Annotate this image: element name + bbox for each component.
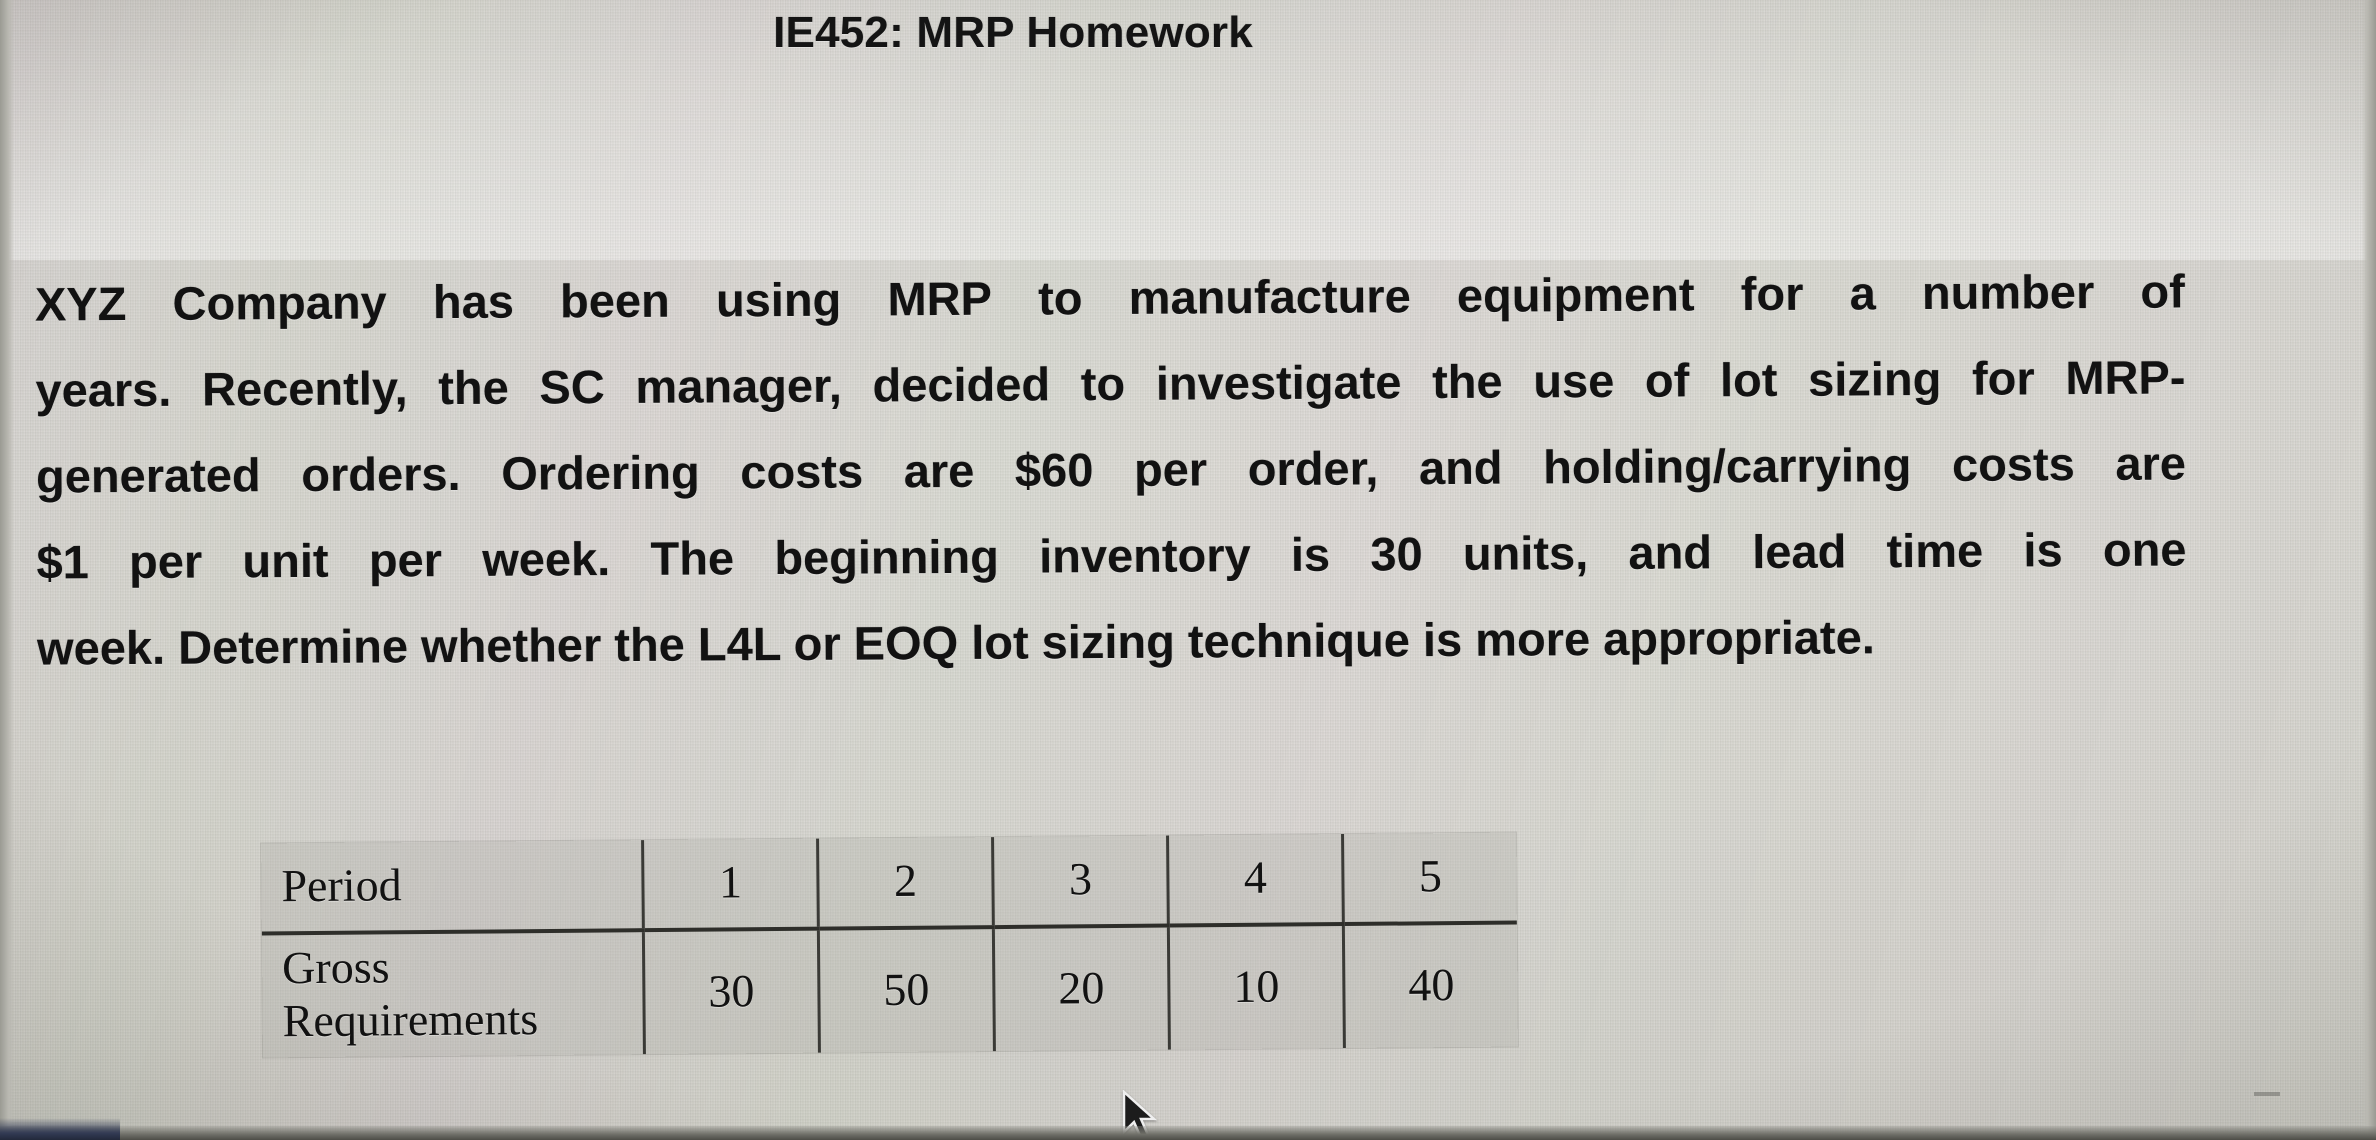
row-label-period: Period	[261, 840, 644, 934]
word: per	[368, 533, 443, 587]
word: a	[1849, 266, 1876, 320]
table-row-period: Period 1 2 3 4 5	[261, 832, 1517, 934]
word: $60	[1014, 443, 1094, 497]
word: the	[1431, 354, 1503, 409]
problem-statement-line-2: years. Recently, the SC manager, decided to inv…	[35, 334, 2185, 433]
word: to	[1037, 271, 1083, 325]
word: to	[1080, 356, 1126, 411]
word: time	[1886, 523, 1984, 578]
word: and	[1418, 440, 1503, 495]
word: sizing	[1807, 351, 1942, 406]
word: per	[1133, 442, 1208, 496]
period-cell-3: 3	[992, 835, 1169, 928]
gross-requirements-cell-4: 10	[1168, 924, 1345, 1050]
word: per	[128, 534, 203, 588]
word: holding/carrying	[1542, 438, 1912, 494]
word: using	[715, 272, 842, 327]
word: unit	[242, 533, 329, 588]
word: of	[1644, 353, 1690, 407]
word: been	[559, 273, 670, 328]
word: week.	[482, 532, 611, 586]
word: $1	[36, 535, 89, 589]
problem-statement-line-5: week. Determine whether the L4L or EOQ l…	[36, 610, 1875, 675]
word: lead	[1752, 524, 1847, 579]
desk-edge-strip	[0, 1126, 2376, 1140]
word: orders.	[301, 446, 461, 501]
word: Recently,	[201, 361, 408, 416]
desk-corner-shadow	[0, 1118, 120, 1140]
word: MRP	[887, 271, 993, 326]
row-label-gross-requirements: Gross Requirements	[261, 930, 645, 1058]
word: use	[1533, 353, 1615, 408]
word: one	[2102, 522, 2187, 576]
word: beginning	[774, 529, 1000, 585]
word: is	[1290, 527, 1331, 581]
page-edge-left	[0, 0, 14, 1140]
word: decided	[872, 357, 1051, 412]
word: costs	[740, 444, 864, 499]
word: and	[1628, 525, 1713, 579]
period-cell-2: 2	[817, 837, 994, 929]
problem-statement-line-1: XYZ Company has been using MRP to manufacture eq…	[35, 248, 2185, 347]
word: The	[650, 531, 735, 585]
gross-requirements-cell-3: 20	[993, 925, 1170, 1052]
word: SC	[539, 360, 605, 414]
word: costs	[1951, 437, 2075, 491]
word: for	[1740, 266, 1804, 321]
problem-statement-line-3: generated orders. Ordering costs are $60 per or…	[36, 420, 2186, 519]
period-cell-4: 4	[1167, 834, 1344, 926]
word: XYZ	[34, 277, 127, 331]
problem-statement-line-4: $1 per unit per week. The beginning inventory is…	[36, 506, 2186, 605]
word: order,	[1247, 441, 1379, 496]
word: inventory	[1038, 528, 1251, 583]
word: Ordering	[501, 445, 700, 500]
word: units,	[1462, 526, 1589, 580]
word: the	[438, 360, 509, 415]
word: of	[2140, 264, 2185, 318]
word: number	[1921, 264, 2095, 320]
gross-requirements-table: Period 1 2 3 4 5 Gross Requirements 30 5…	[261, 832, 1518, 1058]
word: has	[432, 274, 515, 329]
word: for	[1971, 351, 2035, 405]
period-cell-5: 5	[1342, 832, 1517, 925]
gross-requirements-table-wrapper: Period 1 2 3 4 5 Gross Requirements 30 5…	[261, 832, 1518, 1058]
period-cell-1: 1	[642, 838, 819, 931]
page-corner-mark	[2254, 1092, 2280, 1096]
word: manager,	[635, 358, 842, 413]
word: MRP-	[2065, 350, 2186, 405]
word: years.	[35, 362, 172, 417]
word: manufacture	[1128, 269, 1411, 324]
gross-requirements-cell-2: 50	[818, 927, 995, 1053]
word: are	[2115, 436, 2187, 490]
page-title: IE452: MRP Homework	[773, 8, 1253, 57]
word: is	[2023, 523, 2063, 577]
gross-requirements-cell-5: 40	[1408, 958, 1455, 1010]
word: equipment	[1456, 267, 1695, 322]
word: generated	[35, 448, 261, 503]
word: 30	[1370, 527, 1423, 581]
table-row-gross-requirements: Gross Requirements 30 50 20 10 40	[261, 923, 1518, 1058]
word: lot	[1719, 352, 1778, 407]
word: are	[903, 443, 975, 498]
gross-requirements-cell-1: 30	[643, 928, 820, 1055]
word: Company	[172, 275, 387, 330]
word: investigate	[1155, 355, 1402, 410]
problem-statement: XYZ Company has been using MRP to manufacture eq…	[35, 248, 2188, 691]
